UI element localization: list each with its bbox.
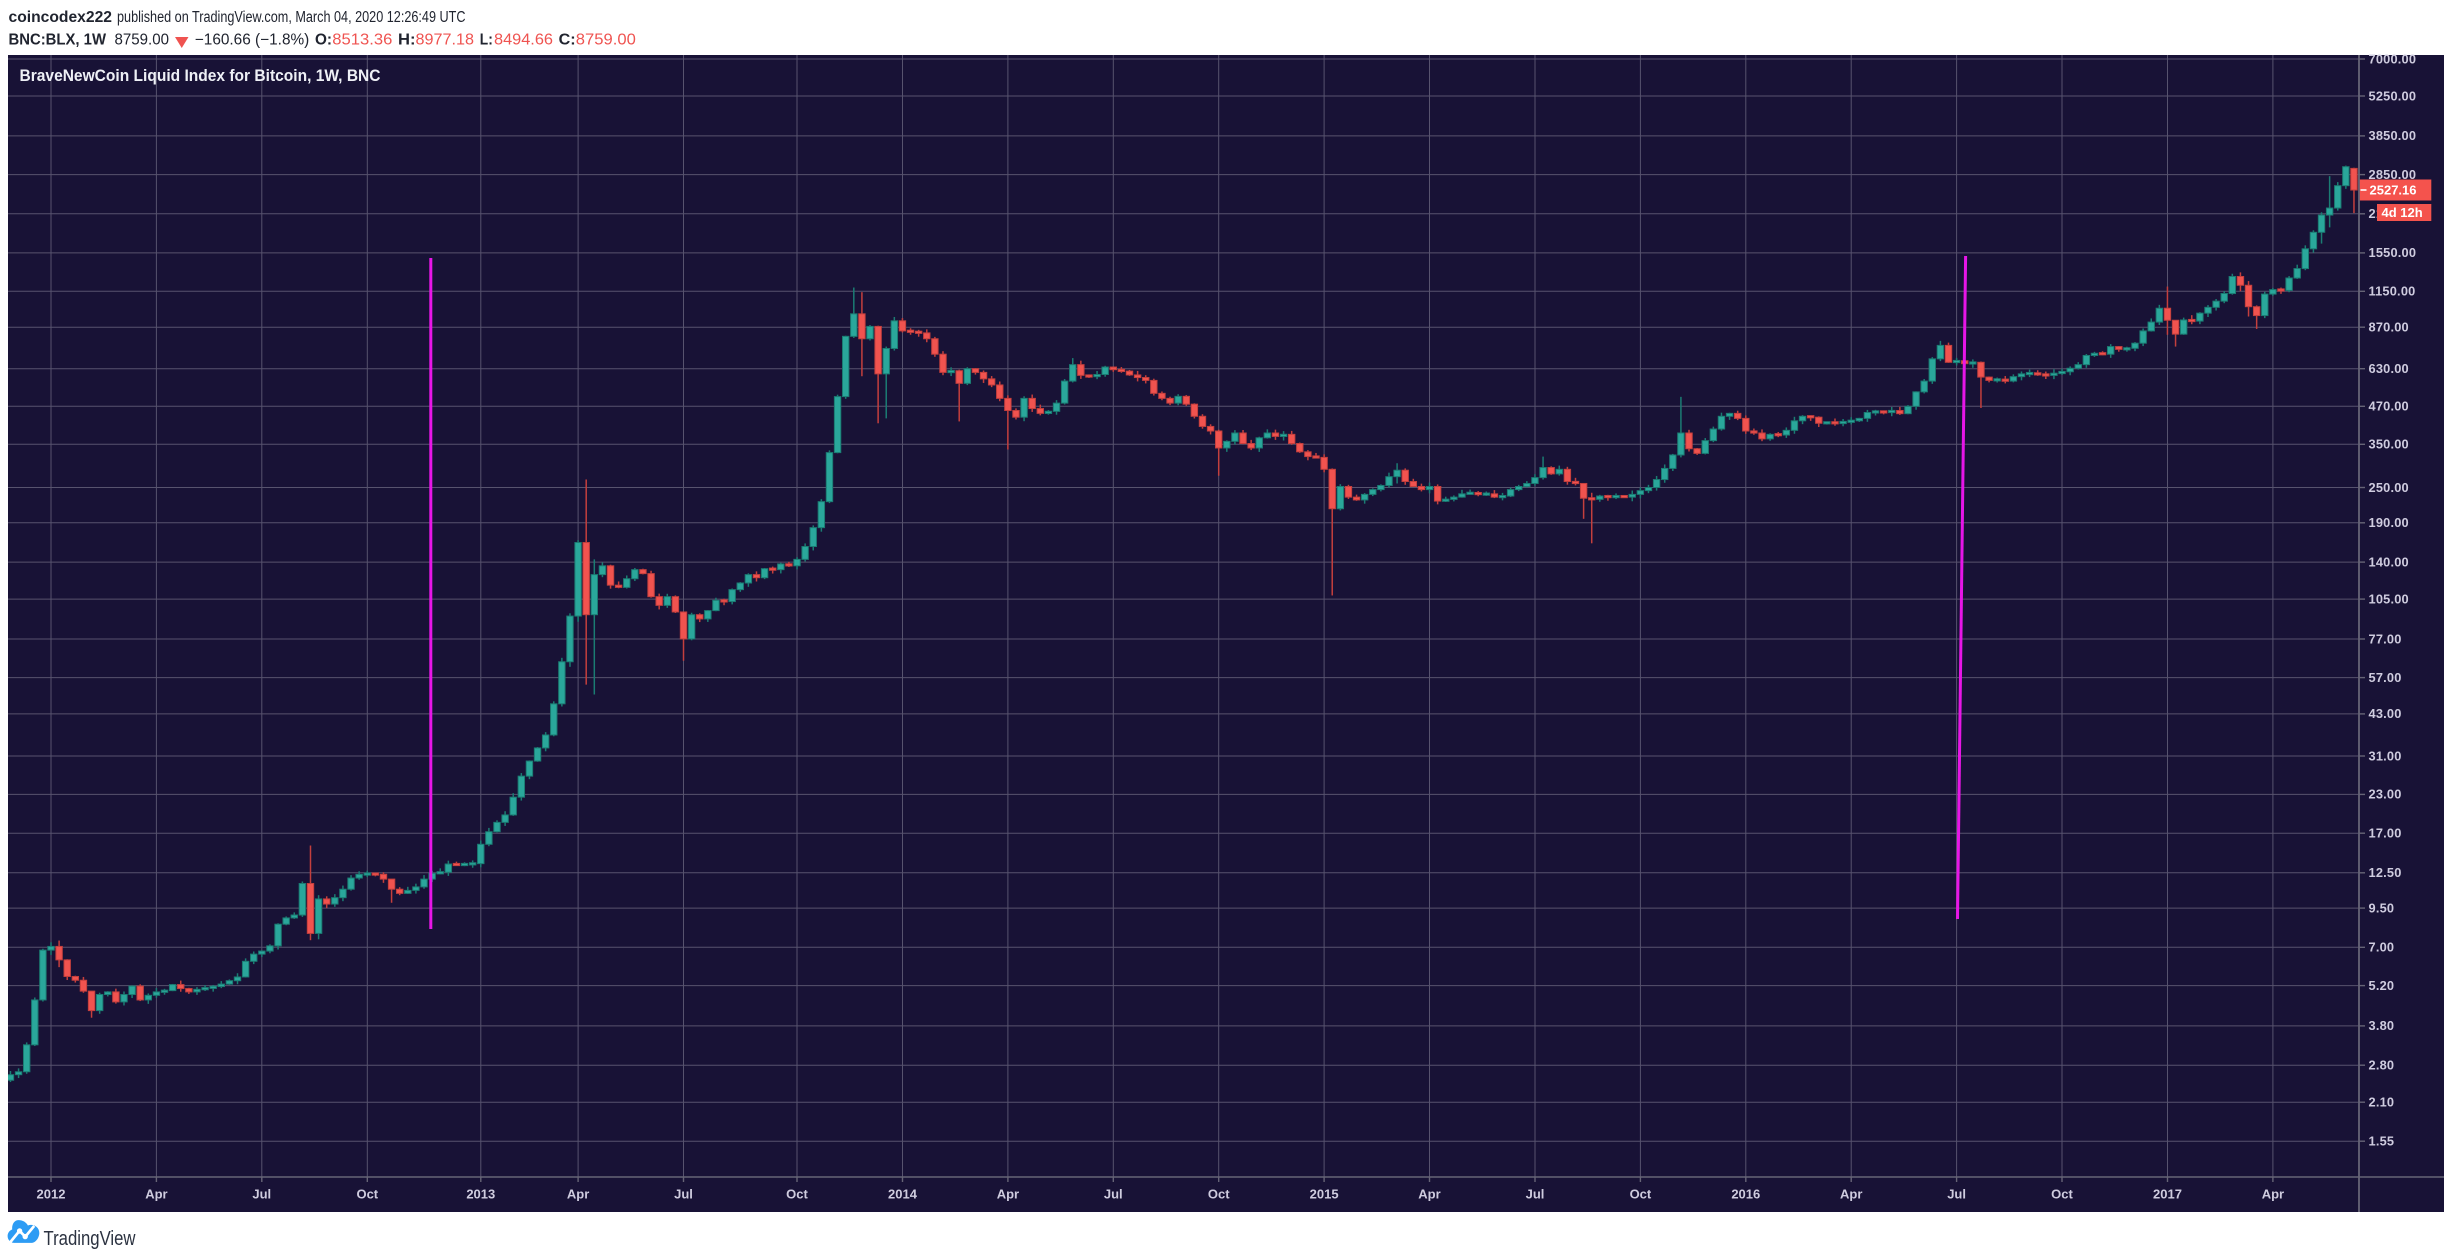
svg-text:Oct: Oct (2051, 1187, 2073, 1202)
svg-text:9.50: 9.50 (2369, 900, 2395, 915)
svg-text:8513.36: 8513.36 (332, 32, 392, 49)
svg-text:5.20: 5.20 (2369, 978, 2395, 993)
svg-text:2.80: 2.80 (2369, 1058, 2395, 1073)
svg-text:Jul: Jul (1947, 1187, 1966, 1202)
svg-text:8494.66: 8494.66 (494, 32, 553, 49)
svg-text:8759.00: 8759.00 (115, 32, 170, 49)
svg-text:Oct: Oct (786, 1187, 808, 1202)
svg-text:7000.00: 7000.00 (2369, 51, 2417, 66)
svg-text:12.50: 12.50 (2369, 865, 2402, 880)
svg-text:140.00: 140.00 (2369, 554, 2409, 569)
svg-text:1150.00: 1150.00 (2369, 284, 2416, 299)
svg-text:Apr: Apr (567, 1187, 589, 1202)
svg-text:8977.18: 8977.18 (416, 32, 475, 49)
svg-text:190.00: 190.00 (2369, 515, 2409, 530)
svg-text:2013: 2013 (466, 1187, 495, 1202)
svg-text:8759.00: 8759.00 (576, 32, 636, 49)
svg-text:2.10: 2.10 (2369, 1095, 2395, 1110)
svg-text:470.00: 470.00 (2369, 399, 2409, 414)
svg-text:31.00: 31.00 (2369, 748, 2402, 763)
svg-text:C:: C: (559, 32, 576, 49)
svg-text:3850.00: 3850.00 (2369, 128, 2417, 143)
svg-text:17.00: 17.00 (2369, 826, 2402, 841)
svg-text:2527.16: 2527.16 (2370, 183, 2417, 198)
svg-text:3.80: 3.80 (2369, 1018, 2395, 1033)
svg-text:4d 12h: 4d 12h (2382, 205, 2423, 220)
svg-text:105.00: 105.00 (2369, 591, 2409, 606)
svg-text:O:: O: (315, 32, 332, 49)
svg-text:Jul: Jul (252, 1187, 271, 1202)
svg-text:Jul: Jul (674, 1187, 693, 1202)
svg-text:2015: 2015 (1310, 1187, 1339, 1202)
svg-text:Oct: Oct (1630, 1187, 1652, 1202)
svg-text:350.00: 350.00 (2369, 437, 2409, 452)
svg-text:Oct: Oct (1208, 1187, 1230, 1202)
svg-text:Oct: Oct (356, 1187, 378, 1202)
svg-text:250.00: 250.00 (2369, 480, 2409, 495)
svg-text:L:: L: (480, 32, 493, 49)
svg-text:Apr: Apr (997, 1187, 1019, 1202)
svg-text:H:: H: (398, 32, 416, 49)
svg-text:published on TradingView.com,: published on TradingView.com, March 04, … (117, 9, 466, 26)
svg-text:870.00: 870.00 (2369, 320, 2409, 335)
svg-text:2014: 2014 (888, 1187, 918, 1202)
svg-text:43.00: 43.00 (2369, 706, 2402, 721)
svg-text:coincodex222: coincodex222 (9, 9, 112, 26)
svg-text:2850.00: 2850.00 (2369, 167, 2417, 182)
svg-text:5250.00: 5250.00 (2369, 88, 2417, 103)
svg-text:23.00: 23.00 (2369, 787, 2402, 802)
svg-text:2016: 2016 (1731, 1187, 1760, 1202)
svg-text:Jul: Jul (1104, 1187, 1123, 1202)
svg-text:1.55: 1.55 (2369, 1134, 2395, 1149)
svg-text:Apr: Apr (1418, 1187, 1440, 1202)
svg-text:Apr: Apr (2262, 1187, 2284, 1202)
svg-text:BNC:BLX, 1W: BNC:BLX, 1W (9, 32, 107, 49)
svg-text:2017: 2017 (2153, 1187, 2182, 1202)
svg-text:77.00: 77.00 (2369, 631, 2402, 646)
svg-text:TradingView: TradingView (44, 1227, 136, 1250)
svg-text:Jul: Jul (1526, 1187, 1545, 1202)
svg-text:BraveNewCoin Liquid Index for: BraveNewCoin Liquid Index for Bitcoin, 1… (20, 67, 381, 85)
svg-text:630.00: 630.00 (2369, 361, 2409, 376)
svg-text:Apr: Apr (145, 1187, 167, 1202)
svg-text:7.00: 7.00 (2369, 940, 2395, 955)
svg-text:2012: 2012 (37, 1187, 66, 1202)
svg-text:−160.66 (−1.8%): −160.66 (−1.8%) (195, 32, 309, 49)
svg-text:Apr: Apr (1840, 1187, 1862, 1202)
svg-text:57.00: 57.00 (2369, 670, 2402, 685)
svg-text:1550.00: 1550.00 (2369, 245, 2417, 260)
